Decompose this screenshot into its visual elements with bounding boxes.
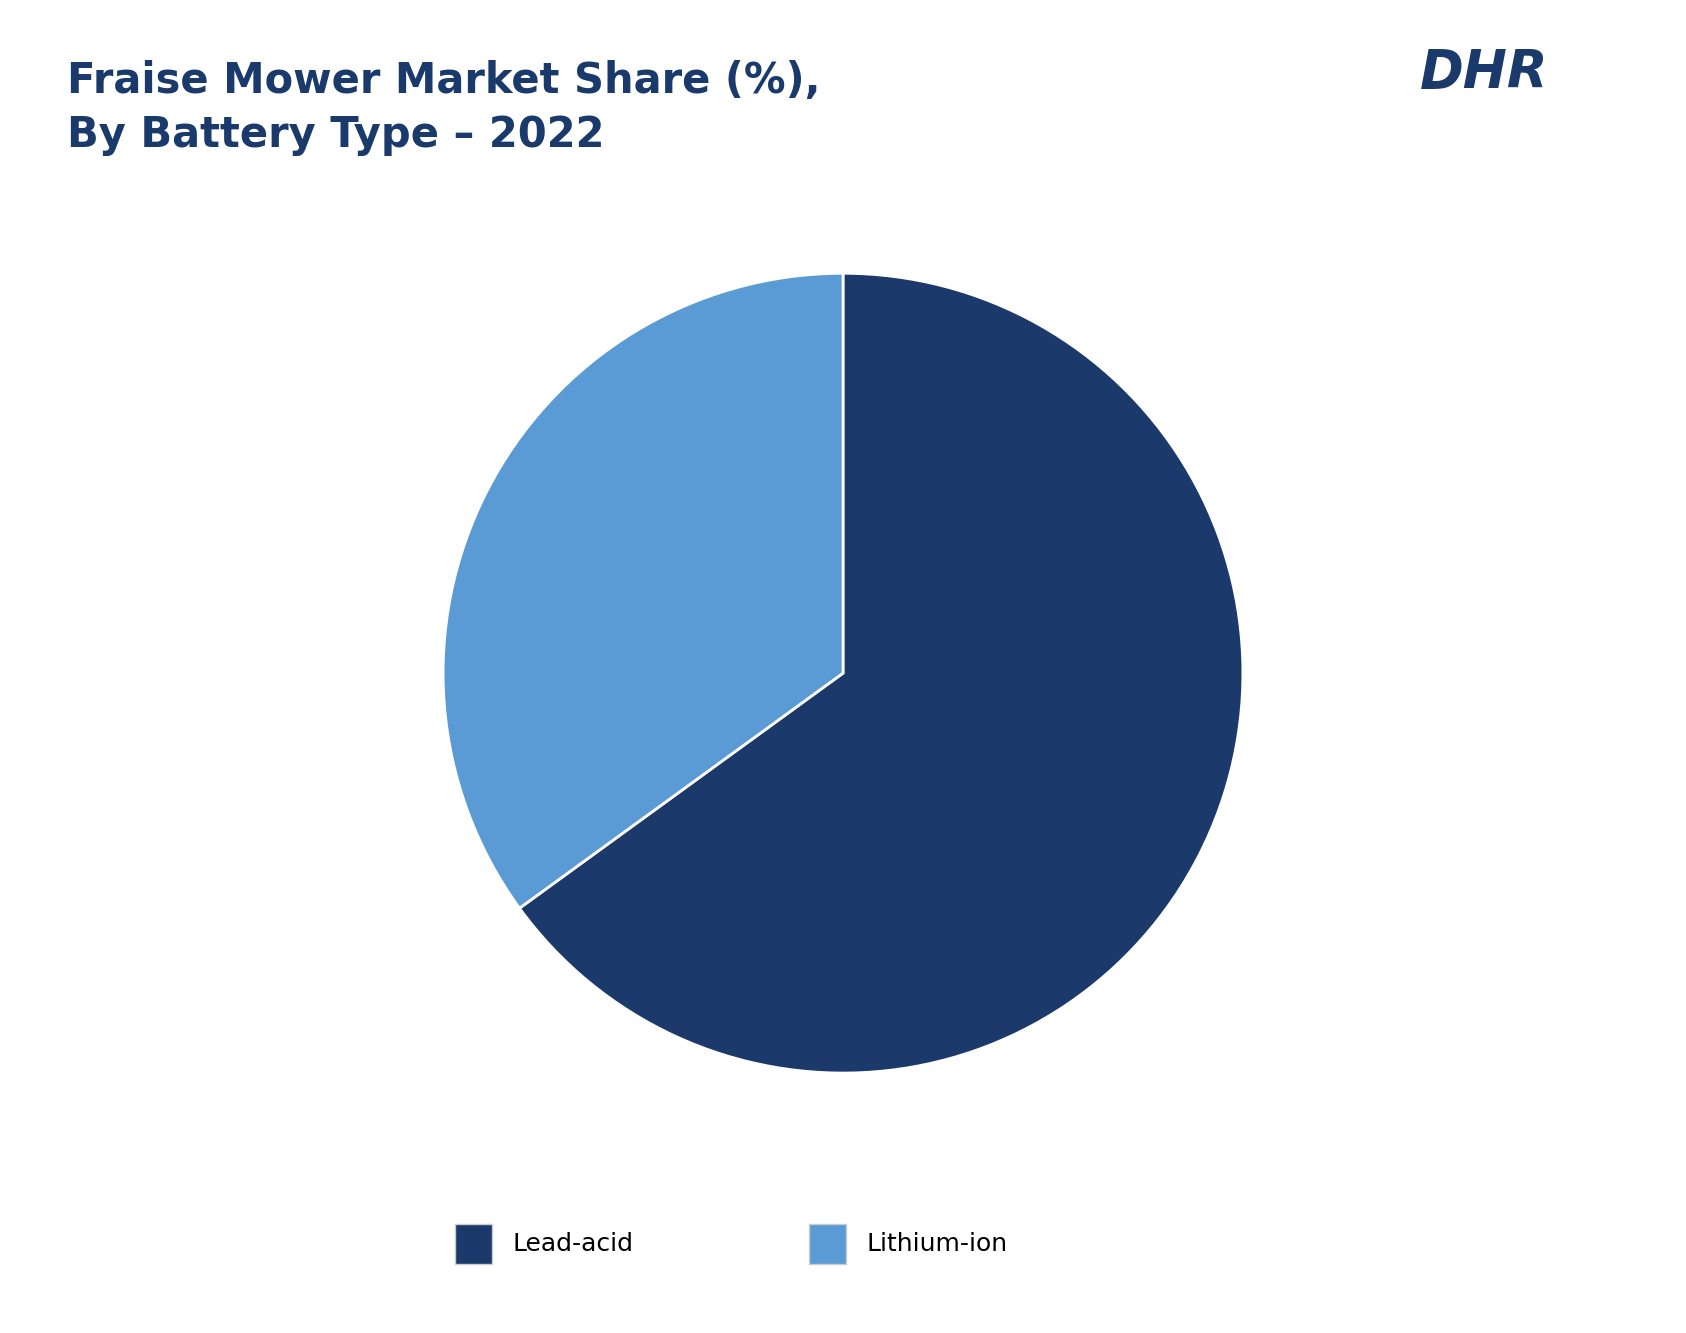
Text: DHR: DHR (1420, 47, 1548, 99)
Text: Lithium-ion: Lithium-ion (867, 1232, 1008, 1256)
Wedge shape (519, 273, 1243, 1073)
Wedge shape (443, 273, 843, 908)
Text: Fraise Mower Market Share (%),
By Battery Type – 2022: Fraise Mower Market Share (%), By Batter… (67, 60, 821, 156)
Text: Lead-acid: Lead-acid (513, 1232, 634, 1256)
